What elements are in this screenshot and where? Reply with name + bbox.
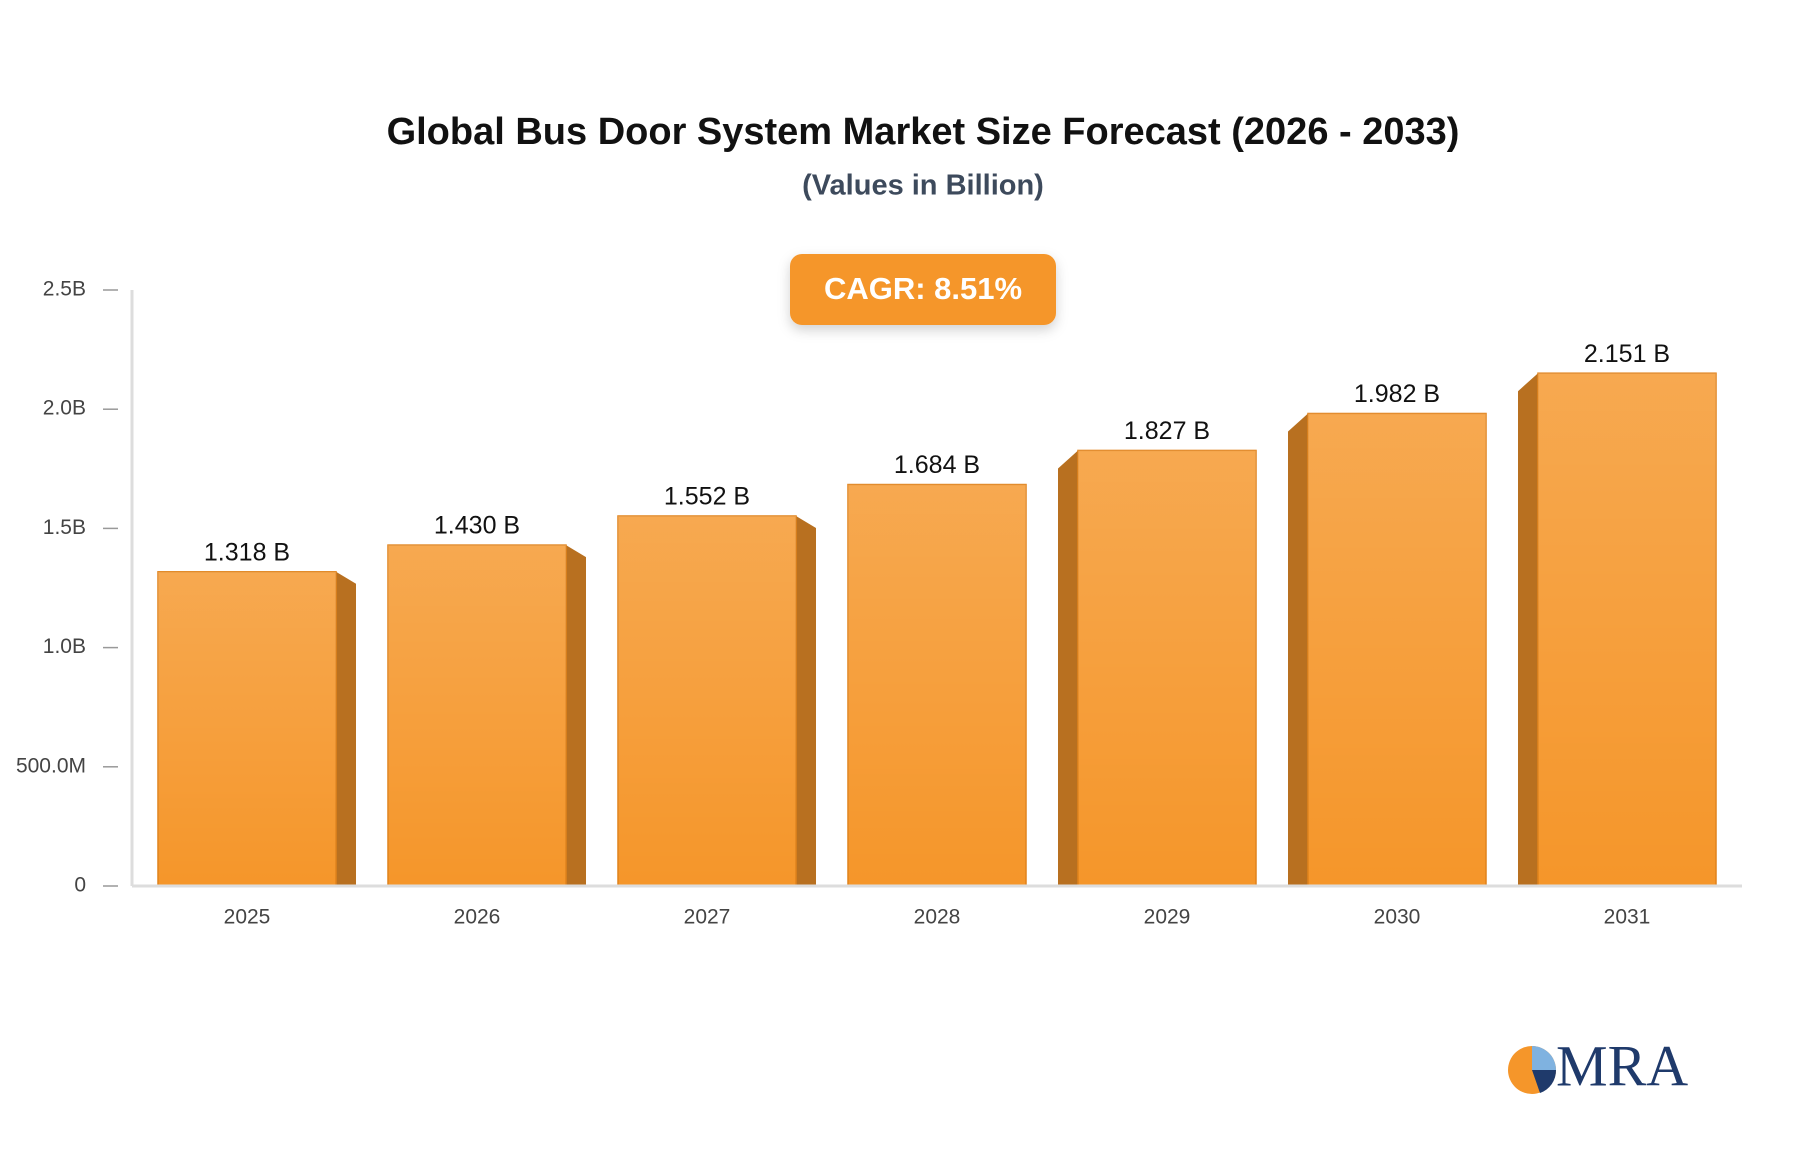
value-label: 1.430 B [434,512,520,540]
cagr-badge [790,254,1056,325]
y-tick-label: 1.0B [43,635,86,658]
bar-shine [848,484,1026,886]
x-tick-label: 2029 [1144,906,1191,929]
x-tick-label: 2027 [684,906,731,929]
logo: MRA [1508,1033,1688,1098]
bar-side [1288,413,1308,886]
value-label: 1.827 B [1124,417,1210,445]
bar-side [1058,450,1078,886]
x-tick-label: 2028 [914,906,961,929]
bar-side [1518,373,1538,886]
bar-side [796,516,816,886]
value-label: 1.684 B [894,451,980,479]
x-tick-label: 2030 [1374,906,1421,929]
y-tick-label: 500.0M [16,754,86,777]
bar-shine [158,571,336,886]
x-tick-label: 2026 [454,906,501,929]
bar-side [566,545,586,886]
bar-shine [618,516,796,886]
bar-shine [1538,373,1716,886]
logo-text: MRA [1556,1033,1688,1098]
value-label: 2.151 B [1584,340,1670,368]
x-tick-label: 2031 [1604,906,1651,929]
y-tick-label: 1.5B [43,516,86,539]
logo-icon-slice [1532,1046,1556,1070]
logo-icon-slice [1532,1070,1557,1093]
y-tick-label: 2.0B [43,397,86,420]
bar-side [336,571,356,886]
y-tick-label: 0 [74,874,86,897]
value-label: 1.318 B [204,538,290,566]
y-tick-label: 2.5B [43,278,86,301]
chart-subtitle: (Values in Billion) [802,170,1044,202]
chart-title: Global Bus Door System Market Size Forec… [387,111,1460,153]
x-tick-label: 2025 [224,906,271,929]
value-label: 1.552 B [664,483,750,511]
bar-shine [1078,450,1256,886]
bar-shine [1308,413,1486,886]
bar-shine [388,545,566,886]
value-label: 1.982 B [1354,380,1440,408]
cagr-label: CAGR: 8.51% [824,271,1022,306]
